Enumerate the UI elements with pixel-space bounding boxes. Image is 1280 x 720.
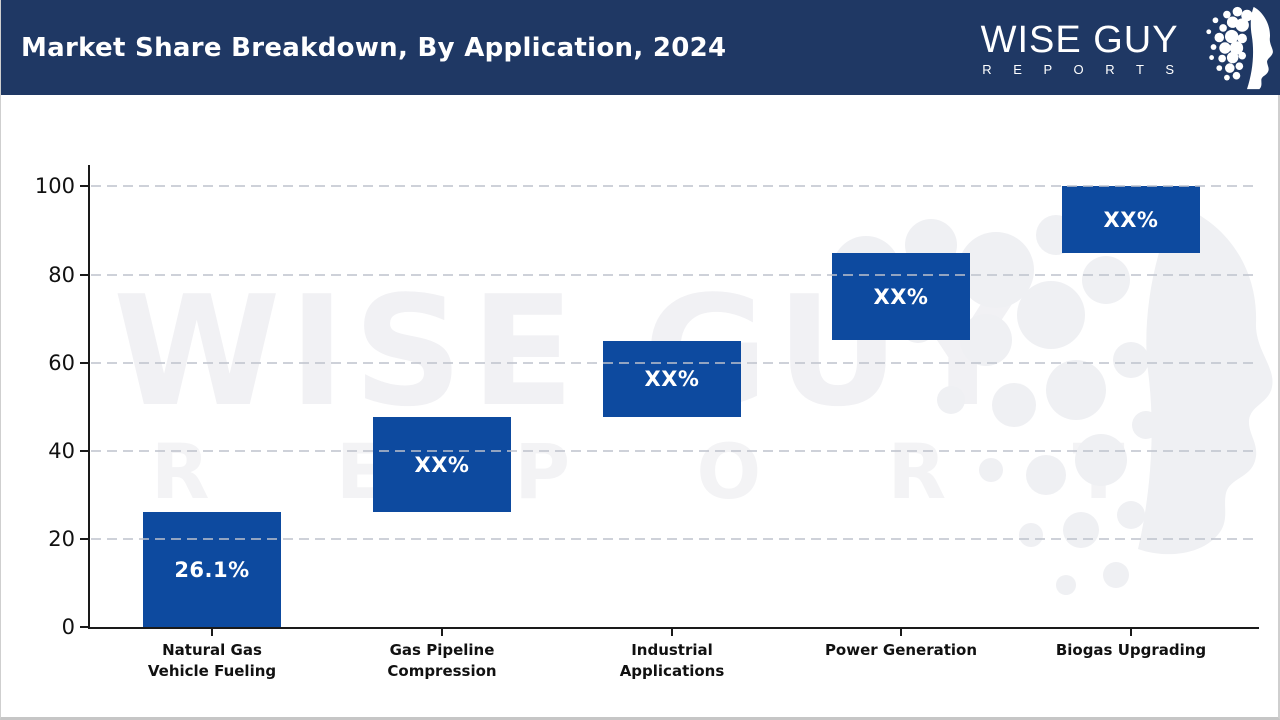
x-label-line: Vehicle Fueling bbox=[147, 662, 277, 680]
y-tick-20 bbox=[80, 538, 88, 540]
y-tick-0 bbox=[80, 626, 88, 628]
gridline-y-100 bbox=[91, 185, 1259, 187]
brand-subtitle: R E P O R T S bbox=[982, 61, 1183, 77]
x-label-gas-pipeline-compression: Gas Pipeline Compression bbox=[322, 640, 562, 682]
page-title: Market Share Breakdown, By Application, … bbox=[21, 32, 727, 63]
gridline-y-60 bbox=[91, 362, 1259, 364]
gridline-y-80 bbox=[91, 274, 1259, 276]
x-tick-biogas-upgrading bbox=[1130, 628, 1132, 636]
x-tick-industrial-applications bbox=[671, 628, 673, 636]
y-tick-label-0: 0 bbox=[61, 615, 75, 639]
y-tick-label-80: 80 bbox=[48, 263, 75, 287]
x-label-industrial-applications: Industrial Applications bbox=[552, 640, 792, 682]
bar-biogas-upgrading: XX% bbox=[1062, 186, 1200, 253]
x-label-line: Biogas Upgrading bbox=[1055, 641, 1207, 659]
gridline-y-20 bbox=[91, 538, 1259, 540]
bar-value-label: XX% bbox=[414, 452, 470, 477]
bar-power-generation: XX% bbox=[832, 253, 970, 340]
header-banner: Market Share Breakdown, By Application, … bbox=[1, 0, 1280, 95]
bar-value-label: XX% bbox=[873, 284, 929, 309]
x-label-biogas-upgrading: Biogas Upgrading bbox=[1011, 640, 1251, 661]
x-label-line: Gas Pipeline bbox=[389, 641, 495, 659]
x-label-line: Compression bbox=[387, 662, 497, 680]
bar-value-label: XX% bbox=[644, 367, 700, 391]
brand-head-icon bbox=[1206, 6, 1273, 90]
brand-logo: WISE GUY R E P O R T S bbox=[976, 4, 1273, 92]
x-label-line: Industrial bbox=[631, 641, 713, 659]
x-tick-power-generation bbox=[900, 628, 902, 636]
bar-value-label: 26.1% bbox=[174, 557, 250, 582]
x-label-line: Applications bbox=[619, 662, 725, 680]
brand-logo-words: WISE GUY R E P O R T S bbox=[976, 20, 1183, 77]
y-tick-label-100: 100 bbox=[34, 174, 75, 198]
gridline-y-40 bbox=[91, 450, 1259, 452]
y-axis-line bbox=[88, 165, 90, 629]
y-tick-60 bbox=[80, 362, 88, 364]
x-tick-gas-pipeline-compression bbox=[441, 628, 443, 636]
y-tick-40 bbox=[80, 450, 88, 452]
brand-name: WISE GUY bbox=[980, 18, 1179, 61]
y-tick-80 bbox=[80, 274, 88, 276]
x-tick-natural-gas-vehicle-fueling bbox=[211, 628, 213, 636]
x-label-line: Natural Gas bbox=[162, 641, 262, 659]
y-tick-label-20: 20 bbox=[48, 527, 75, 551]
watermark-reports-text: R E P O R T S bbox=[151, 427, 1124, 592]
bar-natural-gas-vehicle-fueling: 26.1% bbox=[143, 512, 281, 627]
x-label-natural-gas-vehicle-fueling: Natural Gas Vehicle Fueling bbox=[92, 640, 332, 682]
y-tick-label-60: 60 bbox=[48, 351, 75, 375]
bar-value-label: XX% bbox=[1103, 207, 1159, 232]
y-tick-label-40: 40 bbox=[48, 439, 75, 463]
x-axis-line bbox=[88, 627, 1259, 629]
y-tick-100 bbox=[80, 185, 88, 187]
bar-gas-pipeline-compression: XX% bbox=[373, 417, 511, 512]
x-label-power-generation: Power Generation bbox=[781, 640, 1021, 661]
x-label-line: Power Generation bbox=[824, 641, 978, 659]
bar-industrial-applications: XX% bbox=[603, 341, 741, 417]
